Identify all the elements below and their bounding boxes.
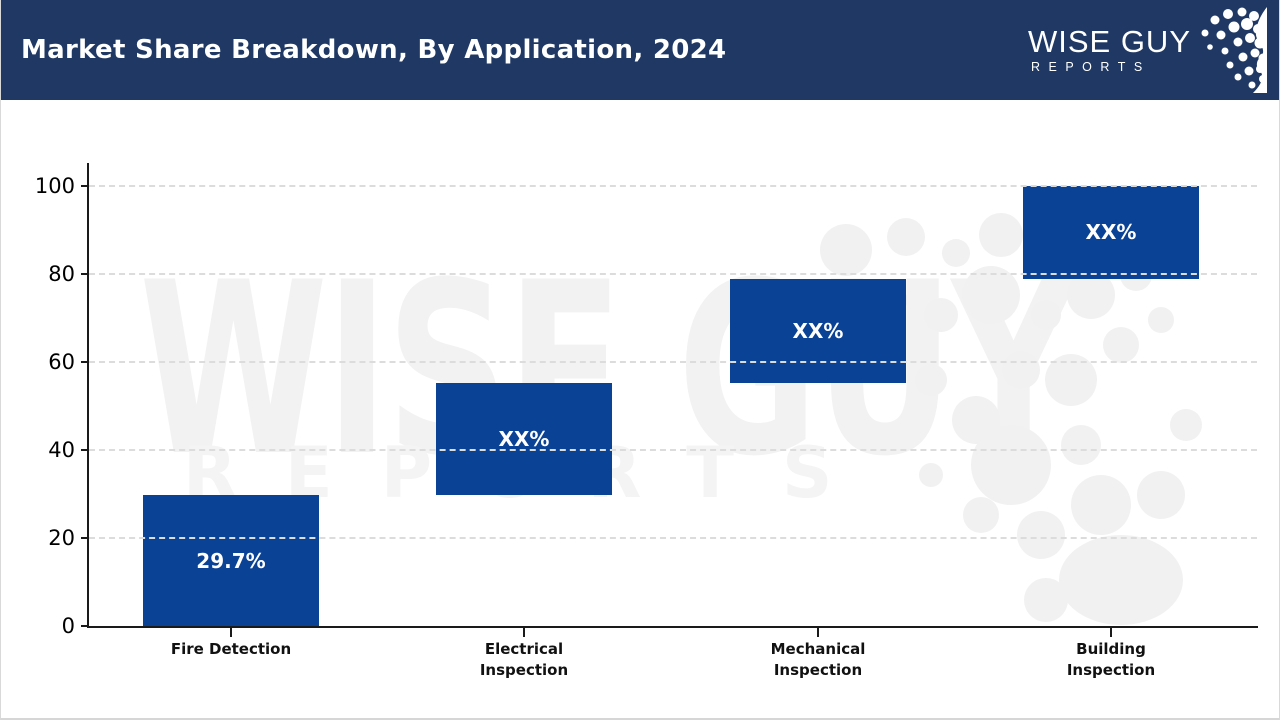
x-axis-category-label: Building Inspection [1066,640,1156,679]
bar-value-label: XX% [792,318,844,343]
y-axis-tick [81,625,89,627]
page-title: Market Share Breakdown, By Application, … [21,35,727,65]
y-axis-label: 0 [61,614,75,638]
wise-guy-face-icon [1201,7,1267,93]
y-axis-tick [81,537,89,539]
y-axis-tick [81,361,89,363]
x-axis-line [87,626,1258,628]
y-axis-tick [81,185,89,187]
gridline [89,449,1257,451]
x-axis-tick [523,628,525,637]
y-axis-label: 20 [48,526,75,550]
bar-value-label: XX% [1085,220,1137,245]
y-axis-tick [81,449,89,451]
x-axis-tick [1110,628,1112,637]
x-axis-category-label: Fire Detection [170,640,292,658]
header-bar: Market Share Breakdown, By Application, … [1,0,1279,100]
logo-wordmark: WISE GUY [1027,24,1191,60]
y-axis-label: 40 [48,438,75,462]
gridline [89,361,1257,363]
x-axis-category-label: Mechanical Inspection [770,640,866,679]
bar-mechanical-inspection: XX% [730,278,906,384]
x-axis-tick [230,628,232,637]
logo-text: WISE GUY REPORTS [1028,26,1191,74]
y-axis-label: 60 [48,350,75,374]
y-axis-label: 80 [48,262,75,286]
gridline [89,537,1257,539]
logo: WISE GUY REPORTS [1028,7,1267,93]
bar-value-label: XX% [498,427,550,452]
y-axis-tick [81,273,89,275]
gridline [89,273,1257,275]
y-axis-line [87,163,89,628]
gridline [89,185,1257,187]
x-axis-tick [817,628,819,637]
bar-electrical-inspection: XX% [436,383,612,496]
bar-value-label: 29.7% [196,548,266,573]
logo-subtitle: REPORTS [1030,60,1151,75]
y-axis-label: 100 [34,174,75,198]
x-axis-category-label: Electrical Inspection [479,640,569,679]
bar-fire-detection: 29.7% [143,495,319,626]
bar-building-inspection: XX% [1023,186,1199,279]
